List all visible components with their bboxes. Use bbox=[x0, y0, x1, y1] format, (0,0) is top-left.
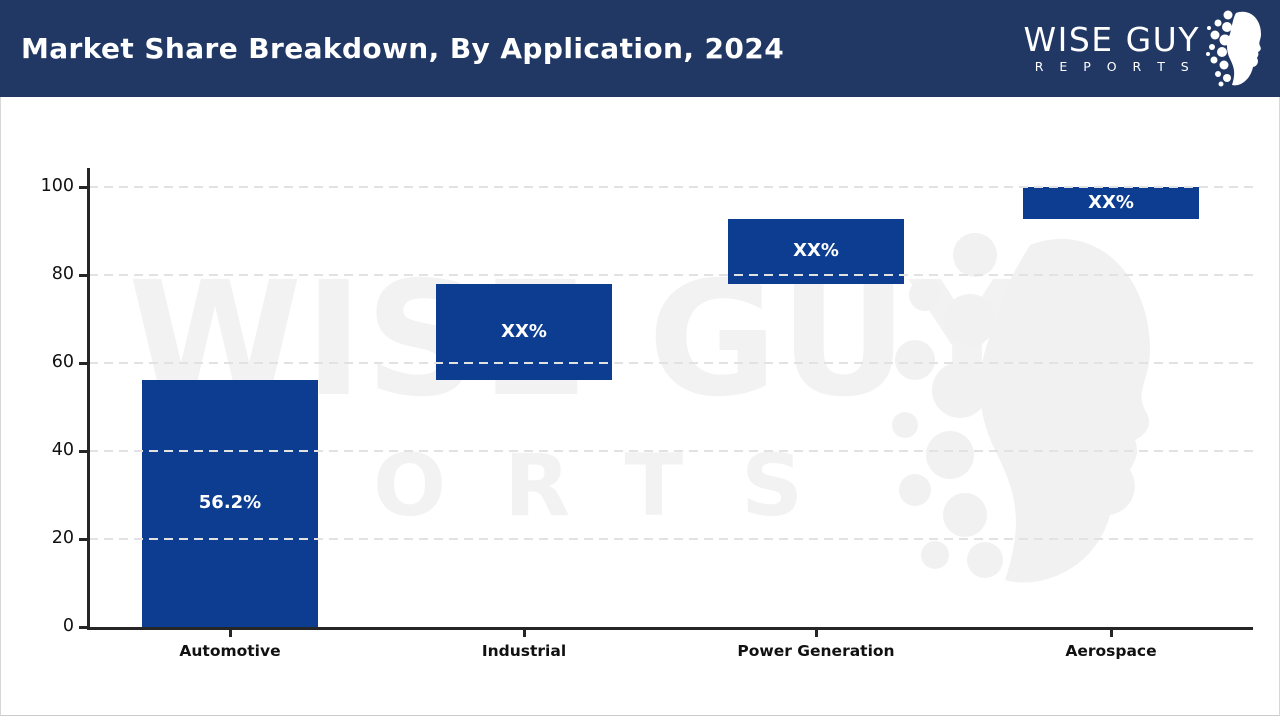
x-tick-mark bbox=[815, 630, 818, 637]
bar-value-label: 56.2% bbox=[198, 492, 262, 514]
bar-value-label: XX% bbox=[1088, 192, 1134, 214]
bar-automotive: 56.2% bbox=[142, 379, 318, 627]
y-tick-label: 80 bbox=[51, 264, 74, 284]
logo-text: WISE GUY R E P O R T S bbox=[1023, 23, 1200, 74]
category-label-automotive: Automotive bbox=[179, 642, 281, 660]
wise-guy-reports-logo: WISE GUY R E P O R T S bbox=[1023, 7, 1280, 91]
logo-subtext: R E P O R T S bbox=[1034, 59, 1195, 75]
y-tick-mark bbox=[79, 186, 88, 189]
bar-industrial: XX% bbox=[436, 283, 612, 380]
y-tick-label: 20 bbox=[51, 528, 74, 548]
gridline-80 bbox=[89, 274, 1253, 276]
x-tick-mark bbox=[229, 630, 232, 637]
watermark-subtext: PORTS bbox=[252, 436, 862, 536]
watermark-head-icon bbox=[880, 220, 1150, 583]
x-axis-line bbox=[87, 627, 1253, 630]
gridline-100 bbox=[89, 186, 1253, 188]
page-title: Market Share Breakdown, By Application, … bbox=[21, 32, 785, 65]
y-tick-mark bbox=[79, 626, 88, 629]
y-tick-mark bbox=[79, 538, 88, 541]
y-tick-mark bbox=[79, 362, 88, 365]
x-tick-mark bbox=[1110, 630, 1113, 637]
category-label-aerospace: Aerospace bbox=[1065, 642, 1157, 660]
category-label-power-generation: Power Generation bbox=[737, 642, 895, 660]
x-tick-mark bbox=[523, 630, 526, 637]
bar-aerospace: XX% bbox=[1023, 187, 1199, 220]
category-label-industrial: Industrial bbox=[481, 642, 567, 660]
bar-value-label: XX% bbox=[793, 240, 839, 262]
y-tick-label: 100 bbox=[40, 176, 74, 196]
header-band: Market Share Breakdown, By Application, … bbox=[0, 0, 1280, 97]
y-tick-label: 40 bbox=[51, 440, 74, 460]
y-axis-line bbox=[87, 168, 90, 630]
head-profile-icon bbox=[1206, 10, 1261, 86]
gridline-60 bbox=[89, 362, 1253, 364]
logo-wordmark: WISE GUY bbox=[1023, 20, 1200, 60]
bar-power-generation: XX% bbox=[728, 219, 904, 284]
y-tick-mark bbox=[79, 450, 88, 453]
y-tick-label: 60 bbox=[51, 352, 74, 372]
y-tick-label: 0 bbox=[62, 616, 74, 636]
gridline-20 bbox=[89, 538, 1253, 540]
gridline-40 bbox=[89, 450, 1253, 452]
bar-value-label: XX% bbox=[501, 320, 547, 342]
y-tick-mark bbox=[79, 274, 88, 277]
